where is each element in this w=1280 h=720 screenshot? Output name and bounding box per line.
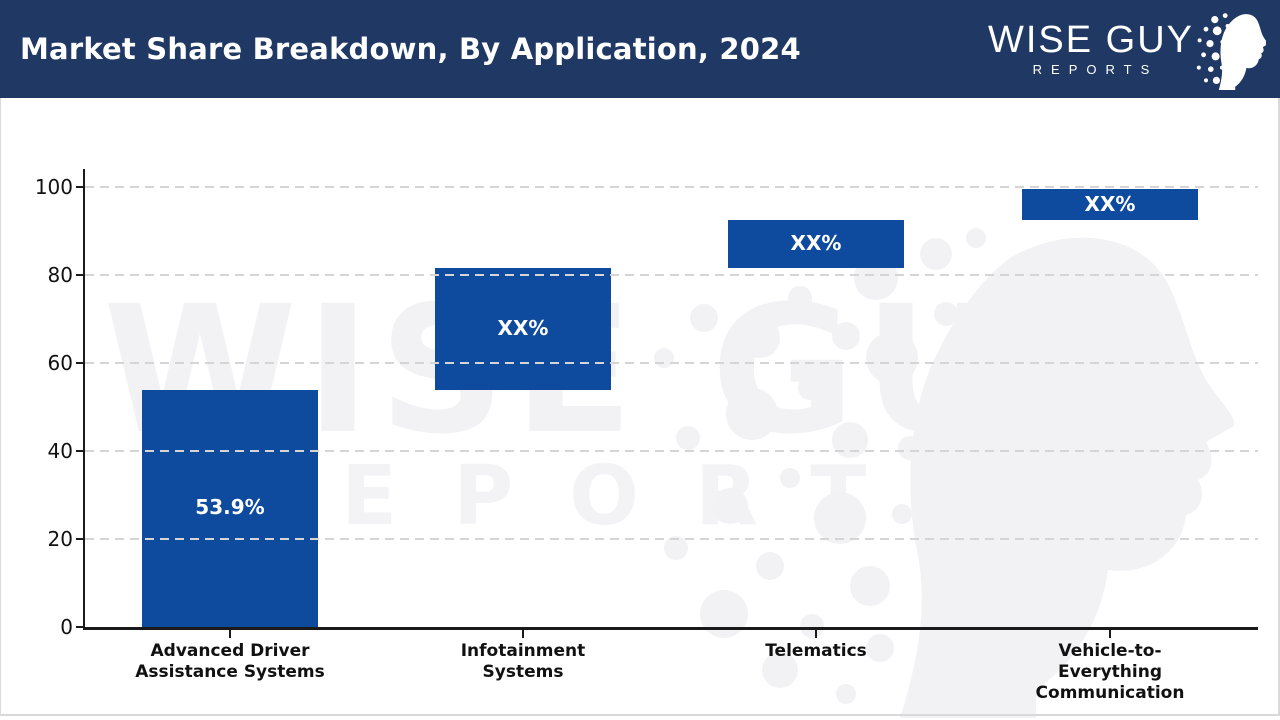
- x-axis-line: [83, 627, 1258, 630]
- gridline-80: [85, 273, 1258, 276]
- bar-value-label-1: 53.9%: [195, 495, 265, 520]
- header-bar: Market Share Breakdown, By Application, …: [0, 0, 1280, 98]
- y-tick-mark-0: [76, 626, 84, 628]
- y-tick-label-100: 100: [34, 174, 73, 199]
- frame-left-line: [0, 98, 1, 716]
- x-tick-mark-1: [229, 630, 231, 638]
- page-title: Market Share Breakdown, By Application, …: [20, 32, 801, 66]
- x-tick-mark-4: [1109, 630, 1111, 638]
- y-tick-mark-60: [76, 361, 84, 364]
- bar-value-label-3: XX%: [790, 231, 842, 256]
- category-label-4: Vehicle-to- Everything Communication: [1035, 641, 1185, 703]
- logo-reports-label: REPORTS: [1032, 62, 1159, 77]
- y-tick-label-60: 60: [47, 350, 73, 375]
- y-tick-mark-40: [76, 449, 84, 452]
- y-tick-mark-20: [76, 537, 84, 540]
- category-label-1: Advanced Driver Assistance Systems: [135, 641, 325, 682]
- gridline-100: [85, 185, 1258, 188]
- wiseguy-logo: WISE GUY REPORTS: [988, 8, 1268, 94]
- y-tick-label-0: 0: [60, 615, 73, 639]
- wiseguy-logo-text: WISE GUY REPORTS: [988, 20, 1194, 78]
- logo-wiseguy-label: WISE GUY: [987, 19, 1194, 61]
- x-tick-mark-2: [522, 630, 524, 638]
- wiseguy-head-icon: [1194, 10, 1268, 94]
- bar-value-label-2: XX%: [497, 316, 549, 340]
- y-tick-label-80: 80: [47, 262, 73, 287]
- x-tick-mark-3: [815, 630, 817, 638]
- y-tick-mark-80: [76, 273, 84, 276]
- y-axis-line: [83, 168, 85, 630]
- frame-bottom-line: [0, 714, 1280, 716]
- bar-value-label-4: XX%: [1084, 191, 1136, 216]
- gridline-60: [85, 361, 1258, 364]
- gridline-20: [85, 537, 1258, 540]
- wiseguy-head-watermark: [640, 218, 1265, 720]
- y-tick-label-40: 40: [47, 438, 73, 463]
- category-label-2: Infotainment Systems: [460, 641, 586, 682]
- gridline-40: [85, 449, 1258, 452]
- bar-2[interactable]: [435, 268, 611, 390]
- category-label-3: Telematics: [765, 641, 867, 661]
- bar-4[interactable]: [1022, 189, 1198, 221]
- frame-right-line: [1278, 98, 1280, 716]
- y-tick-mark-100: [76, 185, 84, 188]
- bar-1[interactable]: [142, 389, 318, 627]
- y-tick-label-20: 20: [47, 526, 73, 551]
- bar-3[interactable]: [728, 220, 904, 269]
